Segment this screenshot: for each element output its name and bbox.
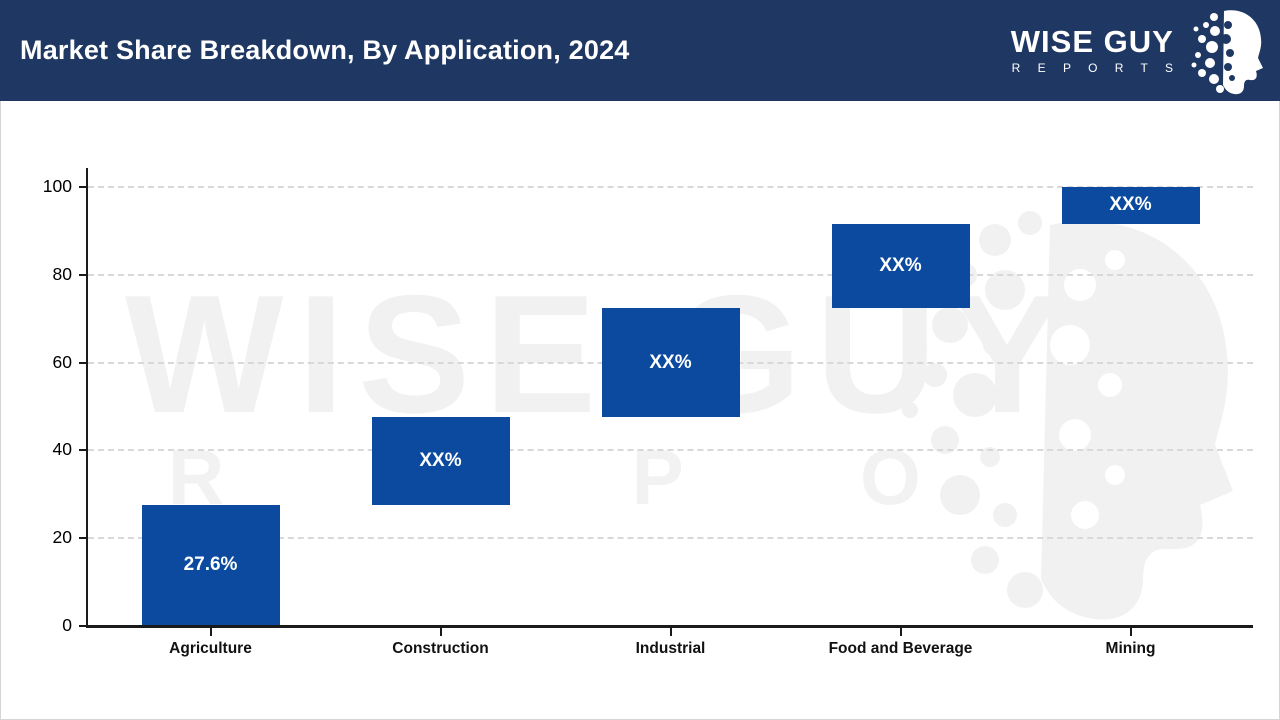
gridline (88, 186, 1253, 188)
logo-reports-label: R E P O R T S (1011, 61, 1180, 75)
gridline (88, 273, 1253, 276)
y-axis-tick (79, 537, 88, 540)
y-tick-label: 40 (52, 439, 72, 460)
category-label: Mining (1105, 640, 1156, 657)
bar-value-label: 27.6% (183, 554, 238, 576)
bar-food-and-beverage: XX% (831, 223, 970, 309)
bar-value-label: XX% (1109, 194, 1152, 216)
y-tick-label: 60 (52, 351, 72, 372)
y-axis-tick (79, 449, 88, 452)
y-axis-tick (79, 361, 88, 364)
y-axis-tick (79, 625, 88, 627)
bar-industrial: XX% (601, 308, 740, 418)
y-axis-tick (79, 273, 88, 276)
bar-value-label: XX% (649, 351, 692, 373)
x-axis-tick (899, 627, 902, 636)
category-label: Construction (392, 640, 489, 657)
y-tick-label: 20 (52, 527, 72, 548)
y-tick-label: 0 (62, 615, 72, 635)
category-label: Agriculture (169, 640, 252, 657)
x-axis-tick (209, 627, 212, 636)
category-label: Food and Beverage (828, 640, 973, 657)
logo-head-icon (1191, 9, 1263, 94)
gridline (88, 449, 1253, 452)
bar-mining: XX% (1061, 187, 1200, 224)
y-tick-label: 100 (42, 176, 72, 196)
bar-agriculture: 27.6% (141, 504, 280, 626)
y-axis (86, 168, 88, 628)
y-axis-tick (79, 186, 88, 188)
x-axis-tick (439, 627, 442, 636)
bar-value-label: XX% (419, 449, 462, 471)
bar-construction: XX% (371, 417, 510, 505)
category-label: Industrial (635, 640, 706, 657)
page-title: Market Share Breakdown, By Application, … (20, 35, 630, 65)
header: Market Share Breakdown, By Application, … (0, 0, 1280, 101)
x-axis (86, 625, 1253, 628)
y-tick-label: 80 (52, 263, 72, 284)
x-axis-tick (669, 627, 672, 636)
wiseguy-logo: WISE GUY R E P O R T S (1005, 7, 1266, 95)
x-axis-tick (1129, 627, 1132, 636)
logo-text: WISE GUY R E P O R T S (1005, 26, 1180, 75)
gridline (88, 537, 1253, 540)
bar-value-label: XX% (879, 255, 922, 277)
logo-wiseguy-label: WISE GUY (1010, 24, 1174, 59)
